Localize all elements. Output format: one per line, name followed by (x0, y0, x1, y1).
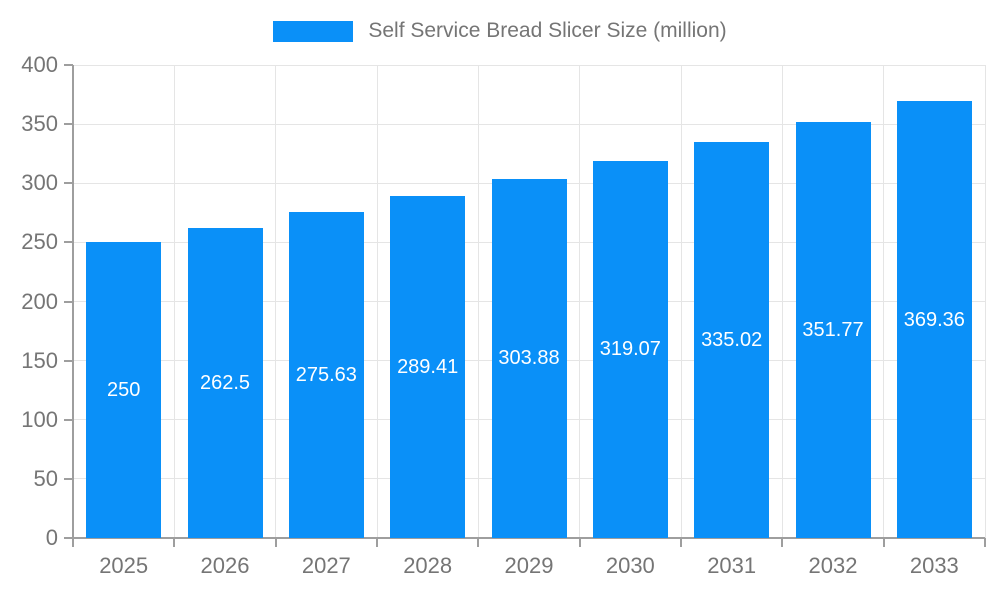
x-axis-tick (477, 538, 480, 547)
x-axis-category-label: 2031 (707, 553, 757, 578)
x-axis-category-label: 2029 (504, 553, 554, 578)
bar-value-label: 303.88 (498, 347, 560, 370)
x-axis-category-label: 2033 (909, 553, 959, 578)
bar-2030 (592, 160, 668, 538)
bar-2033 (896, 101, 972, 538)
x-axis-category-label: 2026 (200, 553, 250, 578)
x-axis-tick (680, 538, 682, 547)
chart-legend: Self Service Bread Slicer Size (million) (0, 19, 1000, 43)
x-axis-category-label: 2032 (808, 553, 858, 578)
x-axis-tick (173, 538, 176, 547)
y-axis-tick-label: 150 (21, 347, 58, 373)
y-axis-tick (64, 477, 73, 480)
bar-2026 (187, 227, 263, 538)
bar-value-label: 351.77 (802, 319, 864, 342)
gridline-vertical (173, 65, 175, 538)
bar-2028 (390, 195, 466, 538)
bar-2025 (86, 242, 162, 538)
y-axis-tick-label: 50 (33, 465, 58, 491)
x-axis-tick (274, 538, 277, 547)
x-axis-tick (781, 538, 784, 547)
bar-2031 (694, 141, 770, 538)
x-axis-tick (578, 538, 581, 547)
x-axis-line (73, 537, 985, 539)
y-axis-tick (64, 537, 73, 539)
y-axis-line (72, 65, 74, 540)
x-axis-category-label: 2028 (403, 553, 453, 578)
bar-value-label: 262.5 (199, 371, 251, 394)
y-axis-tick (64, 300, 73, 303)
y-axis-tick-label: 200 (21, 288, 58, 314)
bar-2029 (491, 178, 567, 538)
y-axis-tick-label: 100 (21, 406, 58, 432)
x-axis-tick (376, 538, 378, 547)
y-axis-tick-label: 300 (21, 170, 58, 196)
gridline-vertical (680, 65, 682, 538)
x-axis-tick (984, 538, 986, 547)
bar-2032 (795, 122, 871, 538)
x-axis-category-label: 2030 (605, 553, 655, 578)
gridline-vertical (984, 65, 986, 538)
gridline-vertical (477, 65, 479, 538)
y-axis-tick (64, 123, 73, 126)
bar-value-label: 319.07 (599, 338, 661, 361)
x-axis-tick (72, 538, 74, 547)
gridline-vertical (883, 65, 885, 538)
y-axis-tick (64, 64, 73, 66)
bar-value-label: 250 (106, 379, 141, 402)
gridline-vertical (781, 65, 783, 538)
y-axis-tick-label: 350 (21, 111, 58, 137)
y-axis-tick (64, 241, 73, 244)
bar-value-label: 275.63 (295, 364, 357, 387)
y-axis-tick-label: 400 (21, 52, 58, 77)
legend-label: Self Service Bread Slicer Size (million) (368, 19, 727, 42)
x-axis-category-label: 2027 (301, 553, 351, 578)
y-axis-tick-label: 0 (45, 525, 58, 550)
x-axis-tick (882, 538, 885, 547)
bar-value-label: 335.02 (701, 328, 763, 351)
bar-value-label: 289.41 (397, 355, 459, 378)
bar-value-label: 369.36 (903, 308, 965, 331)
y-axis-tick (64, 182, 73, 185)
gridline-vertical (579, 65, 581, 538)
y-axis-tick-label: 250 (21, 229, 58, 255)
legend-swatch (273, 20, 354, 42)
y-axis-tick (64, 418, 73, 421)
y-axis-tick (64, 359, 73, 362)
gridline-horizontal (73, 64, 985, 66)
gridline-vertical (376, 65, 378, 538)
gridline-vertical (275, 65, 277, 538)
bar-2027 (288, 212, 364, 538)
gridline-horizontal (73, 123, 985, 125)
x-axis-category-label: 2025 (99, 553, 149, 578)
